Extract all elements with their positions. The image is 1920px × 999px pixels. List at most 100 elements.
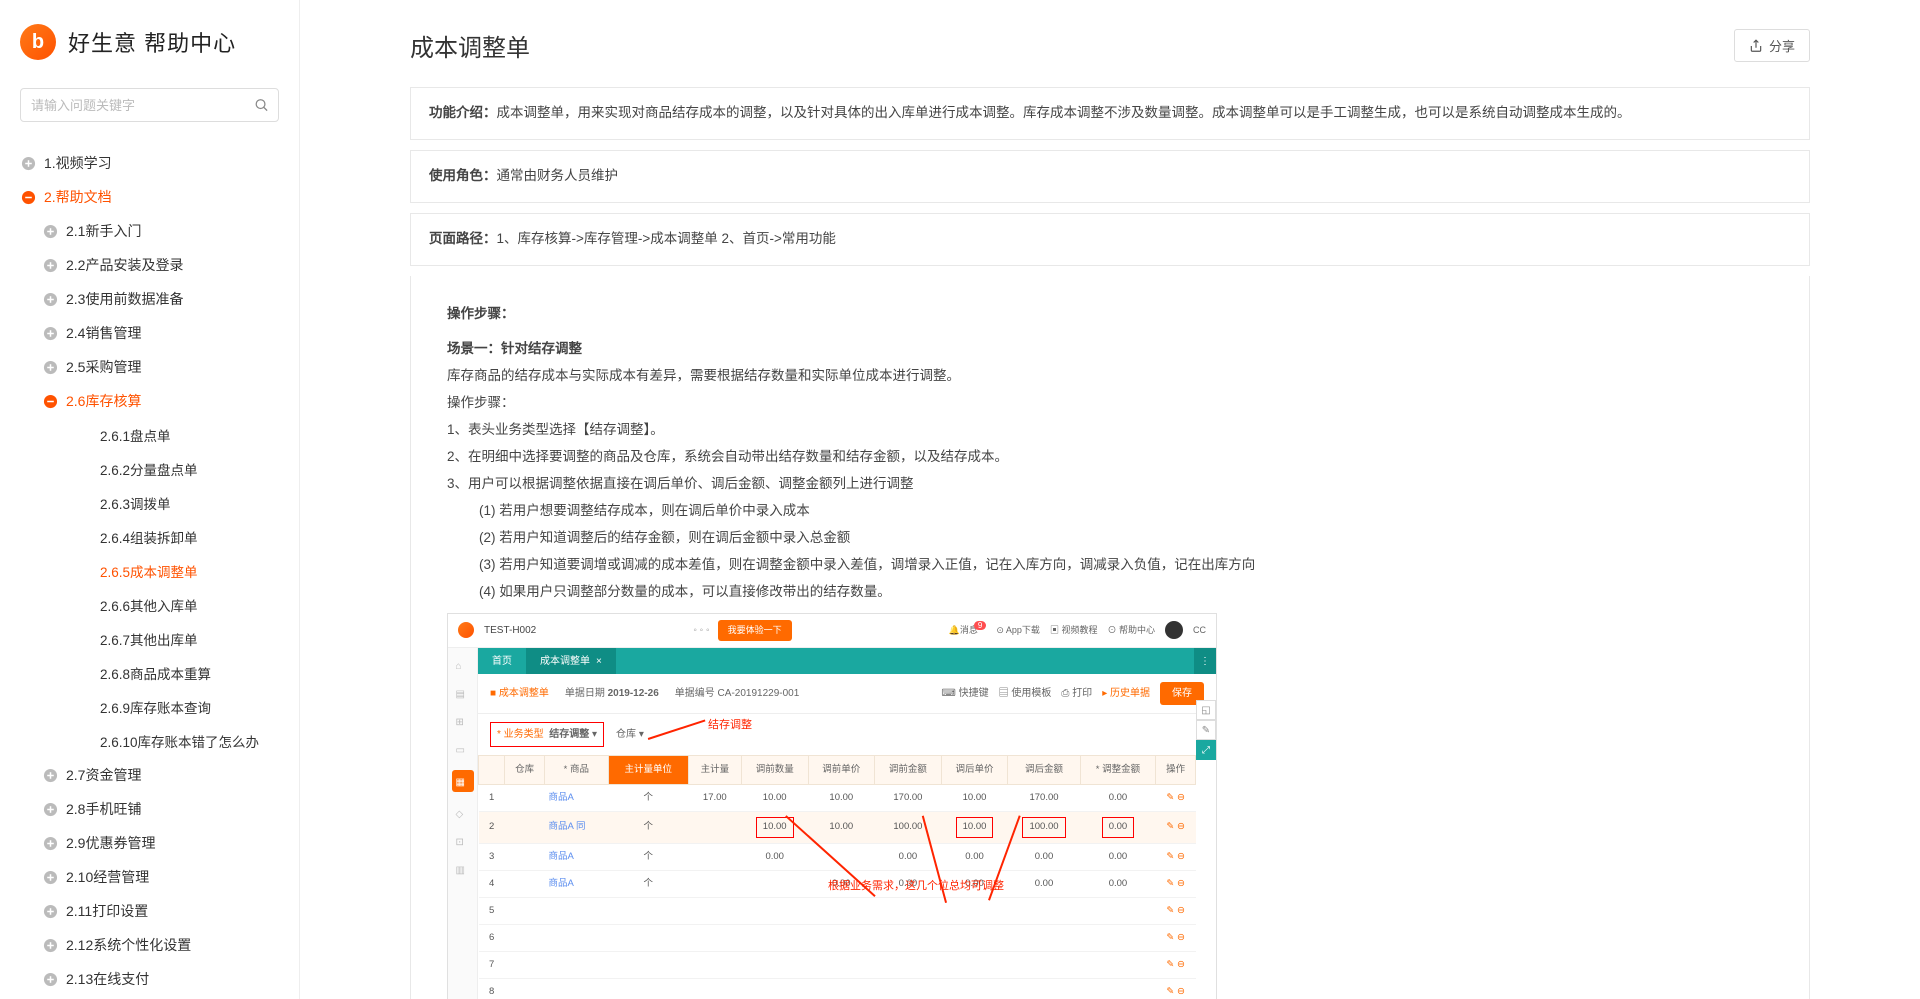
sidebar: b 好生意 帮助中心 1.视频学习2.帮助文档2.1新手入门2.2产品安装及登录… xyxy=(0,0,300,999)
share-button[interactable]: 分享 xyxy=(1734,29,1810,62)
nav-item-label: 2.2产品安装及登录 xyxy=(66,255,183,275)
nav-item[interactable]: 2.6.7其他出库单 xyxy=(20,622,279,656)
embed-tabs-more[interactable]: ⋮ xyxy=(1194,648,1216,674)
expand-icon[interactable] xyxy=(42,359,58,375)
embed-try-button[interactable]: 我要体验一下 xyxy=(718,620,792,641)
embed-bell-icon[interactable]: 🔔消息9 xyxy=(949,623,987,638)
search-icon[interactable] xyxy=(254,98,269,113)
embed-shop-icon[interactable]: ⊡ xyxy=(456,834,470,848)
step-3: 3、用户可以根据调整依据直接在调后单价、调后金额、调整金额列上进行调整 xyxy=(447,470,1773,497)
embed-inventory-icon[interactable]: ▦ xyxy=(452,770,474,792)
embed-tab-home[interactable]: 首页 xyxy=(478,648,526,674)
embed-tool-1[interactable]: ◱ xyxy=(1196,700,1216,720)
nav-item[interactable]: 2.13在线支付 xyxy=(20,962,279,996)
nav-item-label: 2.6.3调拨单 xyxy=(100,493,171,513)
nav-item-label: 2.8手机旺铺 xyxy=(66,799,141,819)
embed-table-row[interactable]: 8✎ ⊖ xyxy=(479,979,1196,999)
nav-item[interactable]: 2.6.3调拨单 xyxy=(20,486,279,520)
intro-label: 功能介绍： xyxy=(429,105,497,120)
embed-tool-3[interactable]: ⤢ xyxy=(1196,740,1216,760)
collapse-icon[interactable] xyxy=(42,393,58,409)
embed-table-row[interactable]: 7✎ ⊖ xyxy=(479,952,1196,979)
embed-template-link[interactable]: ▤ 使用模板 xyxy=(999,685,1052,702)
embed-filters: * 业务类型 结存调整 ▾ 仓库 ▾ 结存调整 xyxy=(478,714,1216,755)
embed-table-row[interactable]: 3商品A个0.000.000.000.000.00✎ ⊖ xyxy=(479,843,1196,870)
embed-report-icon[interactable]: ▥ xyxy=(456,862,470,876)
nav-item[interactable]: 2.6库存核算 xyxy=(20,384,279,418)
nav-item[interactable]: 2.10经营管理 xyxy=(20,860,279,894)
nav-item[interactable]: 2.6.9库存账本查询 xyxy=(20,690,279,724)
steps-box: 操作步骤： 场景一：针对结存调整 库存商品的结存成本与实际成本有差异，需要根据结… xyxy=(410,276,1810,999)
embed-table-row[interactable]: 1商品A个17.0010.0010.00170.0010.00170.000.0… xyxy=(479,785,1196,812)
nav-item[interactable]: 2.5采购管理 xyxy=(20,350,279,384)
nav-item[interactable]: 2.12系统个性化设置 xyxy=(20,928,279,962)
embed-home-icon[interactable]: ⌂ xyxy=(456,658,470,672)
embed-avatar-icon[interactable] xyxy=(1165,621,1183,639)
embed-tool-2[interactable]: ✎ xyxy=(1196,720,1216,740)
expand-icon[interactable] xyxy=(42,869,58,885)
expand-icon[interactable] xyxy=(42,801,58,817)
nav-item-label: 2.7资金管理 xyxy=(66,765,141,785)
search-input[interactable] xyxy=(20,88,279,122)
nav-item[interactable]: 2.4销售管理 xyxy=(20,316,279,350)
expand-icon[interactable] xyxy=(42,767,58,783)
embed-table-row[interactable]: 6✎ ⊖ xyxy=(479,924,1196,951)
nav-item[interactable]: 2.6.5成本调整单 xyxy=(20,554,279,588)
nav-item[interactable]: 2.3使用前数据准备 xyxy=(20,282,279,316)
embed-doc-icon[interactable]: ▤ xyxy=(456,686,470,700)
close-icon[interactable]: × xyxy=(596,653,602,670)
nav-item[interactable]: 2.1新手入门 xyxy=(20,214,279,248)
nav-item[interactable]: 2.6.4组装拆卸单 xyxy=(20,520,279,554)
expand-icon[interactable] xyxy=(20,155,36,171)
nav-item[interactable]: 2.6.2分量盘点单 xyxy=(20,452,279,486)
embed-video-link[interactable]: ▣ 视频教程 xyxy=(1050,623,1098,638)
path-text: 1、库存核算->库存管理->成本调整单 2、首页->常用功能 xyxy=(497,231,836,246)
nav-item-label: 2.6.10库存账本错了怎么办 xyxy=(100,731,259,751)
nav-item[interactable]: 2.2产品安装及登录 xyxy=(20,248,279,282)
embed-warehouse-field[interactable]: 仓库 ▾ xyxy=(616,726,644,743)
expand-icon[interactable] xyxy=(42,223,58,239)
nav-item[interactable]: 2.9优惠券管理 xyxy=(20,826,279,860)
expand-icon[interactable] xyxy=(42,291,58,307)
nav-item-label: 2.6.9库存账本查询 xyxy=(100,697,211,717)
embed-history-link[interactable]: ▸ 历史单据 xyxy=(1102,685,1150,702)
share-icon xyxy=(1749,39,1763,53)
embed-help-link[interactable]: ⊙ 帮助中心 xyxy=(1107,623,1155,638)
embed-app-link[interactable]: ⊙ App下载 xyxy=(996,623,1040,638)
collapse-icon[interactable] xyxy=(20,189,36,205)
expand-icon[interactable] xyxy=(42,257,58,273)
embed-toolbar: ■ 成本调整单 单据日期 2019-12-26 单据编号 CA-20191229… xyxy=(478,674,1216,714)
logo-icon: b xyxy=(20,24,56,60)
step-3a: (1) 若用户想要调整结存成本，则在调后单价中录入成本 xyxy=(447,497,1773,524)
nav-item-label: 2.3使用前数据准备 xyxy=(66,289,183,309)
embed-table-row[interactable]: 2商品A 同个10.0010.00100.0010.00100.000.00✎ … xyxy=(479,812,1196,843)
embed-box-icon[interactable]: ▭ xyxy=(456,742,470,756)
embed-cart-icon[interactable]: ⊞ xyxy=(456,714,470,728)
embed-tab-doc[interactable]: 成本调整单× xyxy=(526,648,616,674)
expand-icon[interactable] xyxy=(42,903,58,919)
embed-tabs: 首页 成本调整单× ⋮ xyxy=(478,648,1216,674)
nav-item[interactable]: 2.7资金管理 xyxy=(20,758,279,792)
nav-item[interactable]: 2.6.10库存账本错了怎么办 xyxy=(20,724,279,758)
embed-biztype-field[interactable]: * 业务类型 结存调整 ▾ xyxy=(490,722,604,747)
expand-icon[interactable] xyxy=(42,325,58,341)
bullet-spacer xyxy=(76,529,92,545)
nav-item[interactable]: 2.6.8商品成本重算 xyxy=(20,656,279,690)
embed-print-link[interactable]: ⎙ 打印 xyxy=(1061,685,1092,702)
nav-item[interactable]: 2.11打印设置 xyxy=(20,894,279,928)
embed-table-row[interactable]: 5✎ ⊖ xyxy=(479,897,1196,924)
embed-sidebar: ⌂ ▤ ⊞ ▭ ▦ ◇ ⊡ ▥ xyxy=(448,648,478,999)
nav-item[interactable]: 2.8手机旺铺 xyxy=(20,792,279,826)
expand-icon[interactable] xyxy=(42,937,58,953)
embed-quickkey-link[interactable]: ⌨ 快捷键 xyxy=(941,685,988,702)
nav-item[interactable]: 2.6.1盘点单 xyxy=(20,418,279,452)
expand-icon[interactable] xyxy=(42,835,58,851)
embed-username: CC xyxy=(1193,623,1206,638)
nav-item[interactable]: 2.6.6其他入库单 xyxy=(20,588,279,622)
embed-col-header xyxy=(479,756,505,785)
steps-title: 操作步骤： xyxy=(447,300,1773,327)
embed-money-icon[interactable]: ◇ xyxy=(456,806,470,820)
nav-item[interactable]: 1.视频学习 xyxy=(20,146,279,180)
nav-item[interactable]: 2.帮助文档 xyxy=(20,180,279,214)
expand-icon[interactable] xyxy=(42,971,58,987)
